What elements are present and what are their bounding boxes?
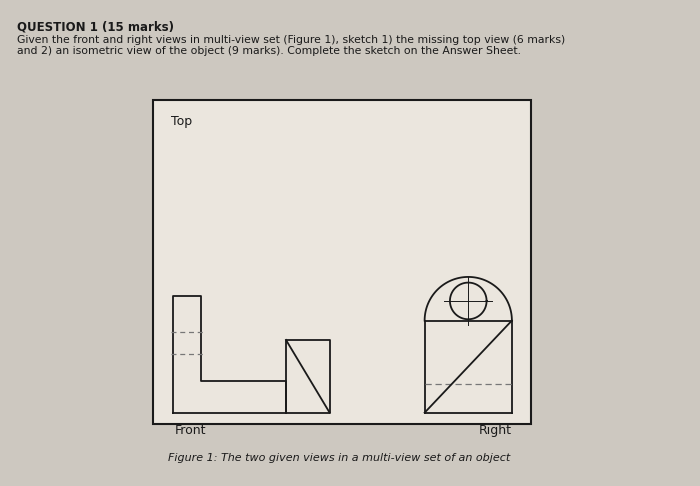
Text: and 2) an isometric view of the object (9 marks). Complete the sketch on the Ans: and 2) an isometric view of the object (… <box>18 46 522 56</box>
Text: Top: Top <box>171 115 192 128</box>
Bar <box>153 100 531 424</box>
Text: Given the front and right views in multi-view set (Figure 1), sketch 1) the miss: Given the front and right views in multi… <box>18 35 566 45</box>
Text: Front: Front <box>174 424 206 437</box>
Text: Right: Right <box>479 424 512 437</box>
Text: QUESTION 1 (15 marks): QUESTION 1 (15 marks) <box>18 21 174 34</box>
Text: Figure 1: The two given views in a multi-view set of an object: Figure 1: The two given views in a multi… <box>168 453 510 463</box>
